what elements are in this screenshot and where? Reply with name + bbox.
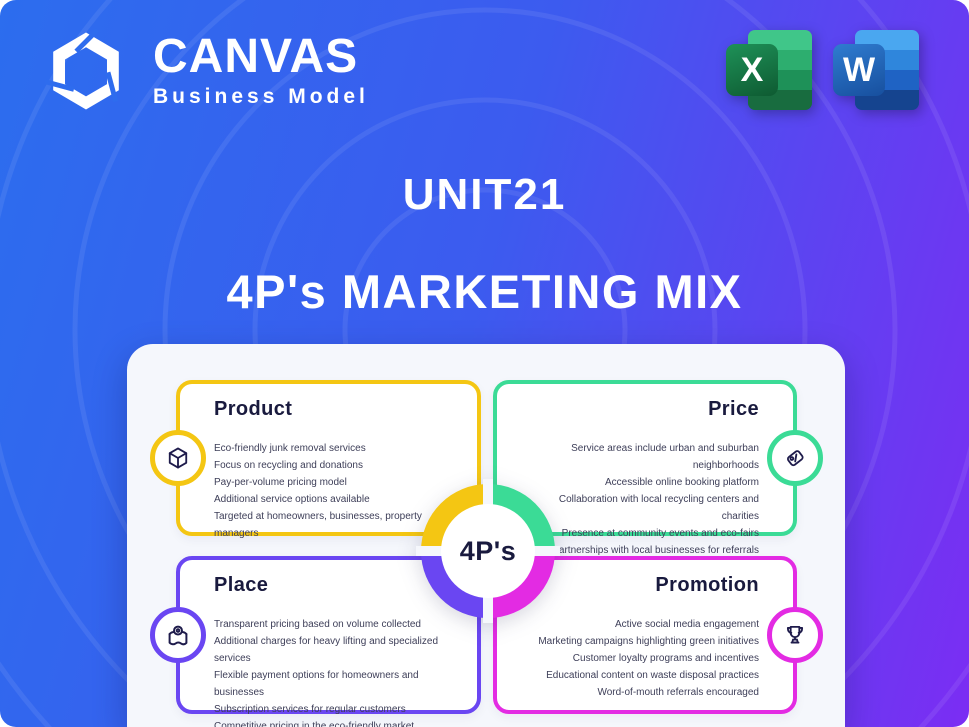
price-tag-icon xyxy=(787,450,804,467)
brand-text: CANVAS Business Model xyxy=(153,33,369,109)
cards-grid: Product Eco-friendly junk removal servic… xyxy=(150,380,823,727)
card-item: Transparent pricing based on volume coll… xyxy=(214,619,421,630)
card-title: Price xyxy=(708,398,759,420)
cube-icon xyxy=(168,447,188,469)
card-item: Additional charges for heavy lifting and… xyxy=(214,636,439,664)
card-item: Subscription services for regular custom… xyxy=(214,704,406,715)
card-item: Word-of-mouth referrals encouraged xyxy=(597,687,759,698)
card-item: Additional service options available xyxy=(214,494,370,505)
product-badge xyxy=(150,430,206,486)
card-place: Place Transparent pricing based on volum… xyxy=(150,556,481,727)
promotion-badge xyxy=(767,607,823,663)
card-product: Product Eco-friendly junk removal servic… xyxy=(150,380,481,539)
office-file-icons: X W xyxy=(726,30,919,110)
page-title: 4P's MARKETING MIX xyxy=(226,265,743,318)
card-item: Service areas include urban and suburban… xyxy=(571,443,759,471)
excel-letter: X xyxy=(726,44,778,96)
map-pin-icon xyxy=(168,625,188,646)
brand-name: CANVAS xyxy=(153,30,359,83)
brand-tagline: Business Model xyxy=(153,85,369,108)
marketing-mix-hub: 4P's xyxy=(421,484,555,618)
card-item: Educational content on waste disposal pr… xyxy=(546,670,759,681)
card-item: Active social media engagement xyxy=(615,619,759,630)
card-item: Flexible payment options for homeowners … xyxy=(214,670,419,698)
word-icon[interactable]: W xyxy=(833,30,919,110)
brand-header: CANVAS Business Model xyxy=(45,26,369,116)
card-title: Product xyxy=(214,398,293,420)
card-item: Customer loyalty programs and incentives xyxy=(572,653,759,664)
card-item: Eco-friendly junk removal services xyxy=(214,443,366,454)
card-item: Marketing campaigns highlighting green i… xyxy=(538,636,759,647)
card-item: Competitive pricing in the eco-friendly … xyxy=(214,721,415,727)
card-price: Price Service areas include urban and su… xyxy=(492,380,823,556)
card-item: Targeted at homeowners, businesses, prop… xyxy=(214,511,422,539)
content-panel: Product Eco-friendly junk removal servic… xyxy=(127,344,845,727)
card-item: Accessible online booking platform xyxy=(605,477,759,488)
card-item: Focus on recycling and donations xyxy=(214,460,363,471)
excel-icon[interactable]: X xyxy=(726,30,812,110)
card-item: Partnerships with local businesses for r… xyxy=(552,545,759,556)
price-badge xyxy=(767,430,823,486)
unit-title: UNIT21 xyxy=(402,170,567,219)
card-item: Collaboration with local recycling cente… xyxy=(558,494,759,522)
trophy-icon xyxy=(786,625,804,644)
hub-label: 4P's xyxy=(441,504,535,598)
card-title: Promotion xyxy=(655,574,759,596)
card-title: Place xyxy=(214,574,269,596)
card-promotion: Promotion Active social media engagement… xyxy=(492,556,823,714)
word-letter: W xyxy=(833,44,885,96)
hexagon-logo-icon xyxy=(45,28,119,110)
place-badge xyxy=(150,607,206,663)
card-item: Pay-per-volume pricing model xyxy=(214,477,347,488)
card-item: Presence at community events and eco-fai… xyxy=(561,528,759,539)
